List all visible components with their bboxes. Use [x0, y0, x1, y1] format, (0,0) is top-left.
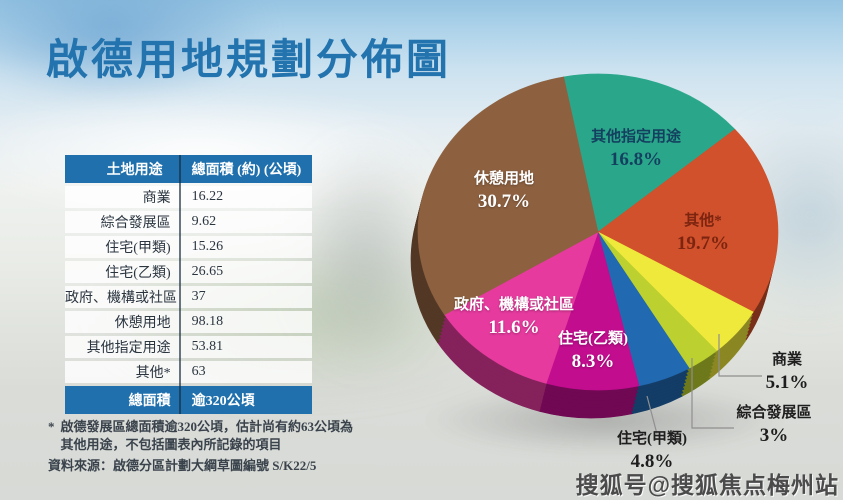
leader-line-residential-a	[646, 395, 658, 435]
pie-label-comprehensive-development: 綜合發展區 3%	[736, 405, 812, 446]
table-row: 住宅(乙類) 26.65	[65, 261, 312, 283]
row-value: 98.18	[191, 314, 224, 329]
table-header-row: 土地用途 總面積 (約) (公頃)	[65, 155, 312, 183]
table-row: 休憩用地 98.18	[65, 311, 312, 333]
source-line: 資料來源：啟德分區計劃大綱草圖編號 S/K22/5	[48, 458, 317, 473]
footnote-marker: *	[48, 419, 55, 434]
table-row: 其他指定用途 53.81	[65, 336, 312, 358]
row-label: 政府、機構或社區	[65, 291, 177, 306]
footnote-text: 啟德發展區總面積逾320公頃，估計尚有約63公頃為其他用途，不包括圖表內所記錄的…	[60, 419, 354, 452]
row-value: 9.62	[191, 214, 217, 229]
table-column-divider	[178, 155, 181, 414]
table-row: 政府、機構或社區 37	[65, 286, 312, 308]
row-label: 休憩用地	[114, 316, 171, 331]
leader-line-commercial	[718, 334, 762, 377]
row-value: 16.22	[191, 189, 224, 204]
total-value: 逾320公頃	[191, 394, 255, 409]
row-label: 其他*	[135, 366, 171, 381]
pie-label-government: 政府、機構或社區 11.6%	[453, 297, 575, 338]
pie-slice-5	[545, 230, 640, 391]
col-header-land-use: 土地用途	[106, 163, 163, 178]
table-row: 住宅(甲類) 15.26	[65, 236, 312, 258]
col-header-area: 總面積 (約) (公頃)	[191, 163, 302, 178]
row-label: 住宅(乙類)	[105, 266, 171, 281]
pie-label-residential-a: 住宅(甲類) 4.8%	[617, 431, 687, 472]
pie-label-residential-b: 住宅(乙類) 8.3%	[558, 331, 628, 372]
table-total-row: 總面積 逾320公頃	[65, 386, 312, 414]
row-label: 商業	[142, 191, 171, 206]
pie-label-other-specified-uses: 其他指定用途 16.8%	[590, 129, 682, 170]
footnote: * 啟德發展區總面積逾320公頃，估計尚有約63公頃為其他用途，不包括圖表內所記…	[48, 418, 358, 453]
watermark: 搜狐号@搜狐焦点梅州站	[575, 472, 839, 498]
row-value: 37	[191, 289, 206, 304]
total-label: 總面積	[128, 394, 171, 409]
table-row: 綜合發展區 9.62	[65, 211, 312, 233]
pie-label-open-space: 休憩用地 30.7%	[473, 171, 535, 212]
row-label: 住宅(甲類)	[105, 241, 171, 256]
page-title: 啟德用地規劃分佈圖	[46, 38, 452, 84]
row-value: 26.65	[191, 264, 224, 279]
table-row: 商業 16.22	[65, 186, 312, 208]
row-value: 15.26	[191, 239, 224, 254]
leader-line-cda	[691, 358, 734, 429]
row-label: 其他指定用途	[86, 341, 171, 356]
table-row: 其他* 63	[65, 361, 312, 383]
row-value: 53.81	[191, 339, 224, 354]
row-value: 63	[191, 364, 206, 379]
row-label: 綜合發展區	[100, 216, 171, 231]
pie-label-commercial: 商業 5.1%	[765, 352, 809, 393]
pie-label-others: 其他* 19.7%	[676, 213, 730, 254]
land-use-table: 土地用途 總面積 (約) (公頃) 商業 16.22 綜合發展區 9.62 住宅…	[65, 155, 312, 414]
